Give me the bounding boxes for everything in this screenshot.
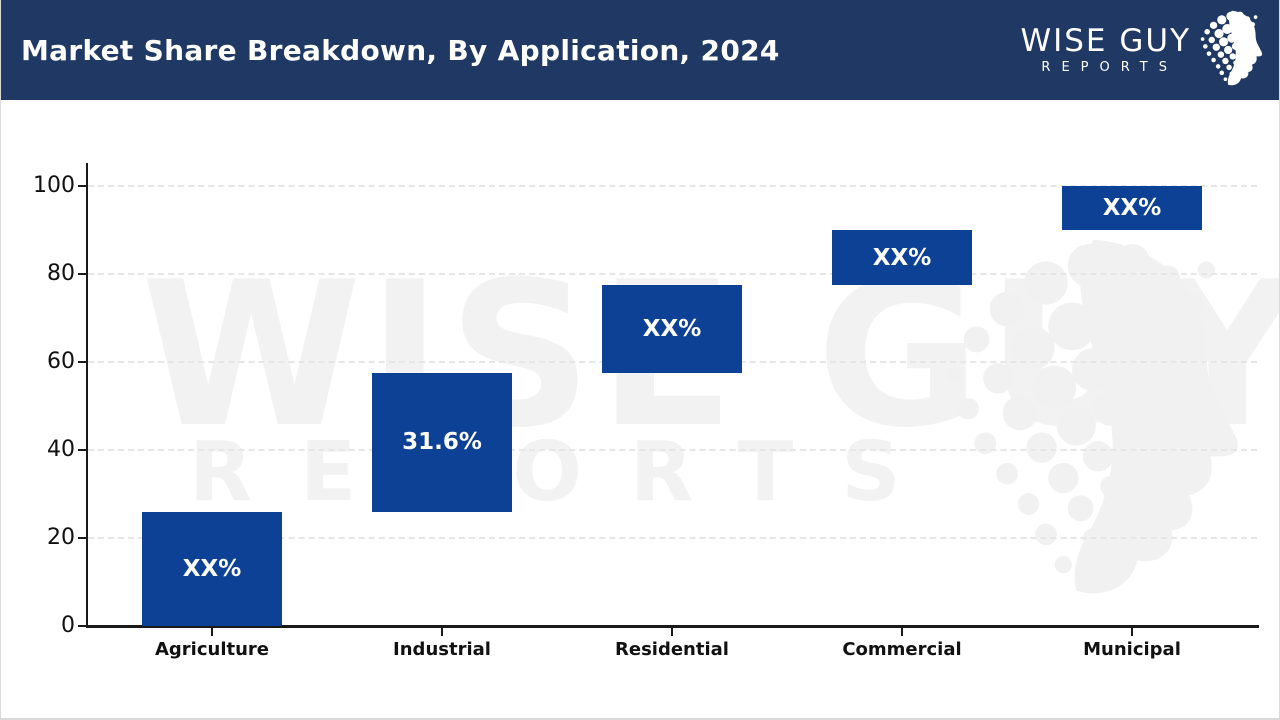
x-tick-label-municipal: Municipal [1083, 639, 1181, 660]
x-tick-label-residential: Residential [615, 639, 729, 660]
bar-value-label: XX% [642, 315, 702, 342]
x-axis-tick [901, 628, 903, 636]
y-axis-tick-label: 100 [33, 173, 75, 198]
y-axis-tick-label: 40 [47, 437, 75, 462]
y-axis-tick [78, 449, 87, 451]
y-axis-tick-label: 60 [47, 349, 75, 374]
y-axis-tick-label: 0 [61, 613, 75, 638]
y-axis-tick [78, 625, 87, 627]
y-axis-tick [78, 273, 87, 275]
gridline-20 [88, 537, 1257, 539]
brand-name: WISE GUY [1020, 23, 1191, 59]
y-axis-tick [78, 361, 87, 363]
brand-head-icon [1193, 8, 1267, 92]
bar-municipal: XX% [1062, 186, 1202, 230]
gridline-80 [88, 273, 1257, 275]
brand-logo-text: WISE GUY REPORTS [1020, 23, 1191, 75]
bar-commercial: XX% [832, 230, 972, 286]
y-axis-line [86, 163, 88, 628]
bar-residential: XX% [602, 285, 742, 373]
x-axis-tick [441, 628, 443, 636]
x-tick-label-industrial: Industrial [393, 639, 491, 660]
bar-value-label: XX% [1102, 195, 1162, 221]
y-axis-tick-label: 20 [47, 525, 75, 550]
brand-logo: WISE GUY REPORTS [1020, 8, 1267, 92]
bar-industrial: 31.6% [372, 372, 512, 512]
x-axis-tick [671, 628, 673, 636]
y-axis-tick [78, 185, 87, 187]
gridline-100 [88, 185, 1257, 187]
y-axis-tick-label: 80 [47, 261, 75, 286]
x-tick-label-agriculture: Agriculture [154, 639, 270, 660]
page-title: Market Share Breakdown, By Application, … [21, 33, 780, 67]
bar-value-label: 31.6% [402, 429, 482, 456]
header-bar: Market Share Breakdown, By Application, … [1, 0, 1279, 100]
x-axis-tick [1131, 628, 1133, 636]
gridline-40 [88, 449, 1257, 451]
bar-value-label: XX% [872, 244, 932, 271]
brand-subname: REPORTS [1041, 60, 1179, 75]
x-axis-tick [211, 628, 213, 636]
x-axis-line [86, 625, 1259, 628]
bar-agriculture: XX% [142, 511, 282, 626]
bar-value-label: XX% [182, 555, 242, 582]
x-tick-label-commercial: Commercial [842, 639, 962, 660]
y-axis-tick [78, 537, 87, 539]
